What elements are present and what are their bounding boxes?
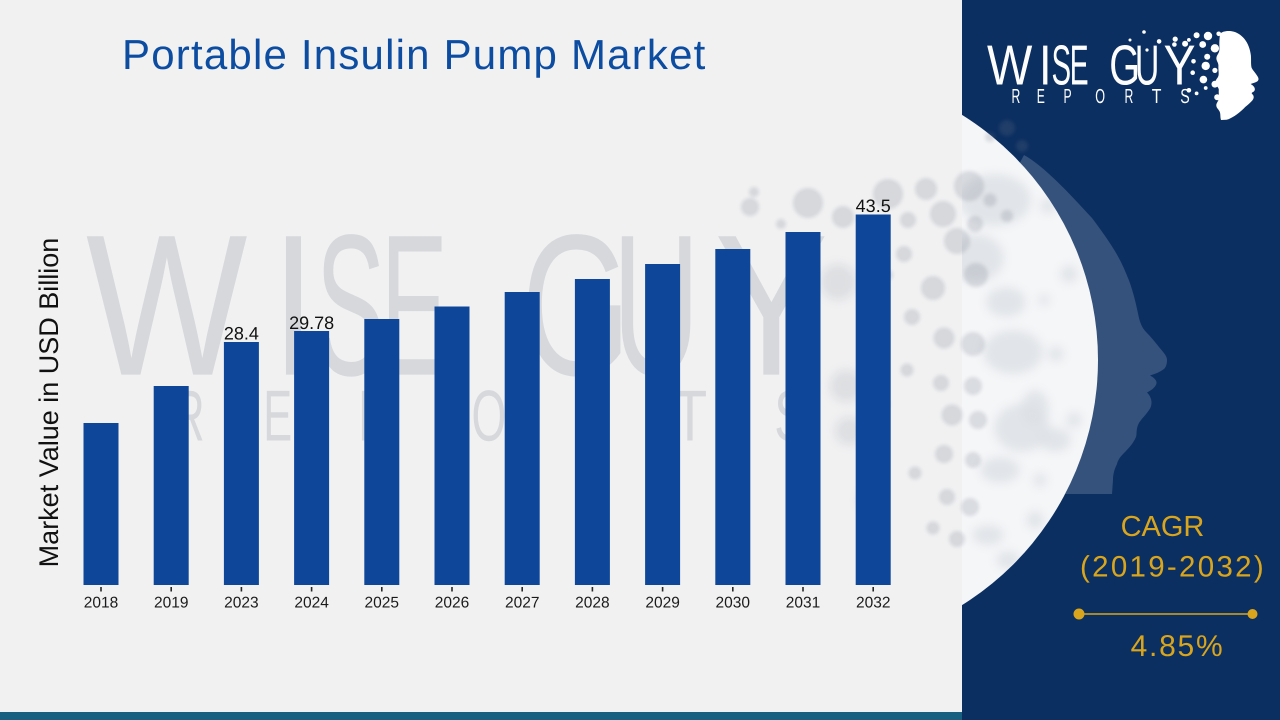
svg-text:2025: 2025 (365, 595, 399, 612)
svg-text:2018: 2018 (84, 595, 118, 612)
svg-text:(2019-2032): (2019-2032) (1080, 551, 1266, 584)
svg-text:2026: 2026 (435, 595, 469, 612)
svg-text:28.4: 28.4 (224, 324, 259, 344)
svg-text:2030: 2030 (716, 595, 751, 612)
svg-text:4.85%: 4.85% (1131, 630, 1225, 663)
svg-text:2024: 2024 (294, 595, 329, 612)
svg-text:2029: 2029 (645, 595, 679, 612)
svg-text:Market Value in USD Billion: Market Value in USD Billion (34, 238, 64, 568)
svg-text:Portable Insulin Pump Market: Portable Insulin Pump Market (122, 31, 707, 78)
svg-text:2023: 2023 (224, 595, 258, 612)
svg-text:2032: 2032 (856, 595, 890, 612)
svg-text:CAGR: CAGR (1121, 511, 1205, 543)
svg-text:2019: 2019 (154, 595, 188, 612)
svg-text:43.5: 43.5 (856, 196, 891, 216)
svg-text:2028: 2028 (575, 595, 609, 612)
svg-text:2031: 2031 (786, 595, 820, 612)
svg-text:29.78: 29.78 (289, 313, 334, 333)
svg-text:2027: 2027 (505, 595, 539, 612)
